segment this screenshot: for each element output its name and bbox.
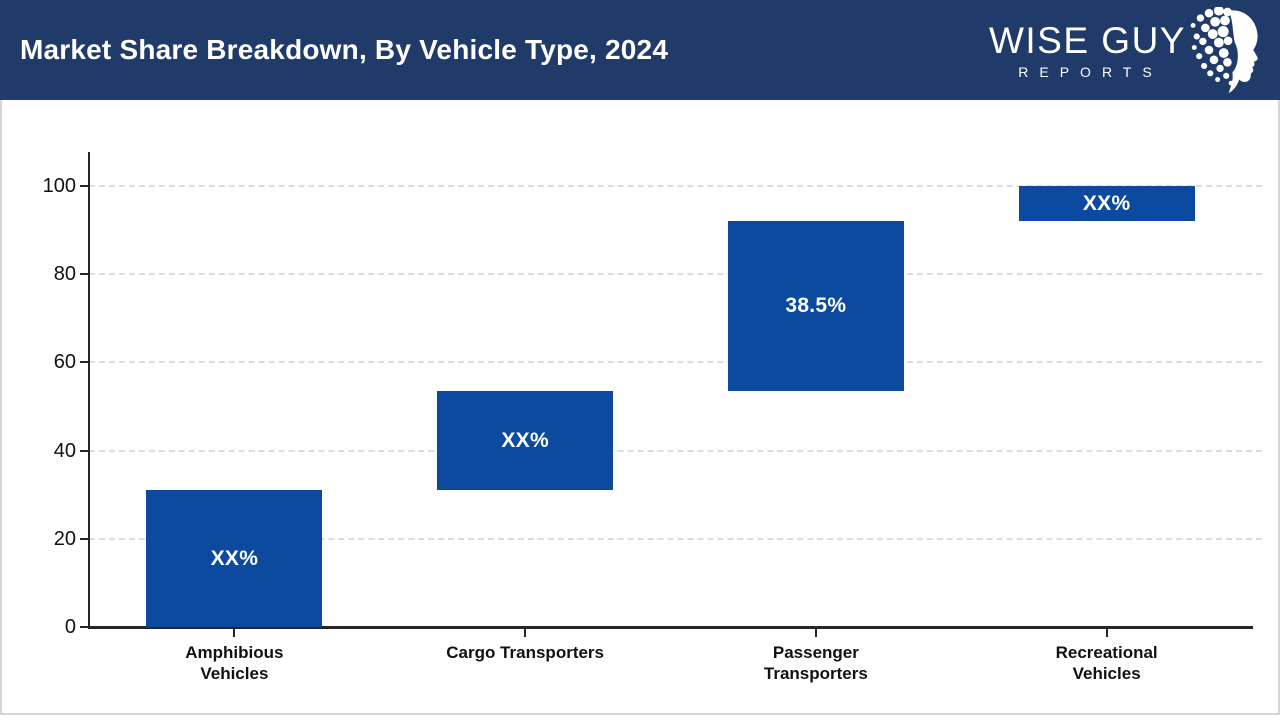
- x-category-label: Recreational Vehicles: [1055, 643, 1158, 683]
- y-axis-tick-label: 80: [53, 263, 76, 286]
- bar-3: 38.5%: [727, 221, 904, 392]
- y-axis-tick-label: 100: [42, 175, 76, 197]
- bar-value-label: XX%: [1082, 191, 1131, 215]
- page-title: Market Share Breakdown, By Vehicle Type,…: [20, 34, 669, 65]
- gridline-20: [89, 537, 1262, 540]
- y-axis-tick: [80, 361, 89, 364]
- report-header-bar: Market Share Breakdown, By Vehicle Type,…: [0, 0, 1280, 100]
- y-axis-tick: [80, 273, 89, 276]
- x-category-label: Cargo Transporters: [446, 643, 604, 662]
- bar-value-label: XX%: [501, 428, 549, 452]
- x-category-label: Amphibious Vehicles: [185, 643, 284, 683]
- x-axis-tick: [814, 629, 817, 637]
- gridline-100: [89, 185, 1262, 187]
- x-axis-tick: [233, 629, 236, 637]
- y-axis-line: [88, 152, 90, 627]
- logo-subtitle: REPORTS: [1018, 63, 1163, 80]
- bar-value-label: 38.5%: [785, 294, 847, 318]
- x-category-label: Passenger Transporters: [763, 643, 868, 683]
- x-axis-tick: [524, 629, 527, 637]
- wise-guy-reports-logo: WISE GUY REPORTS: [989, 7, 1262, 93]
- y-axis-tick: [80, 626, 89, 628]
- x-axis-line: [88, 626, 1253, 629]
- y-axis-tick-label: 0: [64, 616, 76, 638]
- logo-wordmark: WISE GUY: [988, 19, 1186, 61]
- bar-value-label: XX%: [210, 546, 259, 570]
- logo-text: WISE GUY REPORTS: [989, 22, 1186, 79]
- x-axis-tick: [1105, 629, 1108, 637]
- y-axis-tick-label: 60: [53, 351, 76, 374]
- gridline-60: [89, 361, 1262, 364]
- y-axis-tick: [80, 185, 89, 187]
- bar-1: XX%: [146, 490, 323, 627]
- bar-2: XX%: [437, 391, 614, 491]
- y-axis-tick: [80, 537, 89, 540]
- bar-4: XX%: [1018, 186, 1195, 222]
- logo-dotted-head-icon: [1190, 7, 1258, 93]
- y-axis-tick-label: 20: [53, 527, 76, 550]
- gridline-40: [89, 449, 1262, 452]
- y-axis-tick: [80, 449, 89, 452]
- gridline-80: [89, 273, 1262, 276]
- y-axis-tick-label: 40: [53, 439, 76, 462]
